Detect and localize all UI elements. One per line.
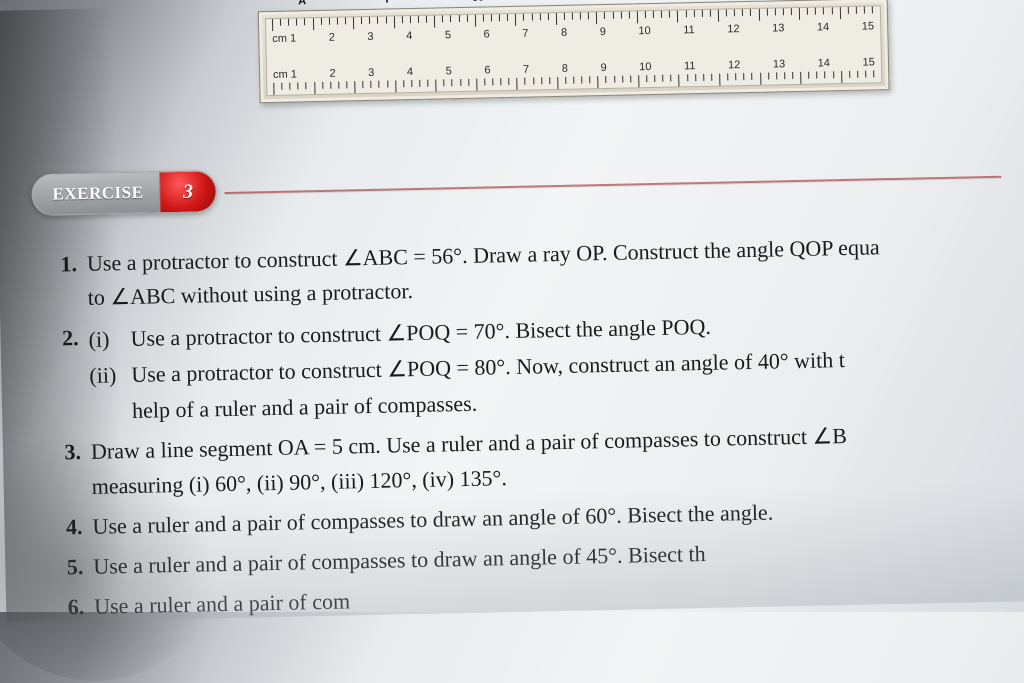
question-body: Draw a line segment OA = 5 cm. Use a rul… bbox=[91, 416, 1020, 504]
heading-rule bbox=[224, 175, 1001, 194]
question-2: 2. (i) Use a protractor to construct ∠PO… bbox=[52, 302, 1018, 430]
question-list: 1. Use a protractor to construct ∠ABC = … bbox=[51, 227, 1023, 630]
question-1: 1. Use a protractor to construct ∠ABC = … bbox=[51, 227, 1016, 315]
question-number: 4. bbox=[56, 510, 83, 545]
exercise-number: 3 bbox=[159, 171, 216, 212]
question-body: (i) Use a protractor to construct ∠POQ =… bbox=[88, 302, 1018, 430]
exercise-badge: EXERCISE 3 bbox=[31, 170, 217, 216]
question-number: 6. bbox=[58, 590, 85, 625]
exercise-heading-row: EXERCISE 3 bbox=[31, 150, 1002, 220]
question-number: 2. bbox=[52, 321, 80, 430]
question-number: 3. bbox=[55, 436, 82, 505]
question-body: Use a protractor to construct ∠ABC = 56°… bbox=[87, 227, 1016, 315]
ruler-figure: A P 30° 30° 45° B cm 1234567891011121314… bbox=[258, 0, 890, 103]
question-number: 5. bbox=[57, 550, 84, 585]
question-number: 1. bbox=[51, 247, 78, 316]
ruler-scale: cm 123456789101112131415 cm 123456789101… bbox=[265, 5, 882, 96]
question-3: 3. Draw a line segment OA = 5 cm. Use a … bbox=[55, 416, 1020, 504]
exercise-label: EXERCISE bbox=[32, 172, 160, 215]
